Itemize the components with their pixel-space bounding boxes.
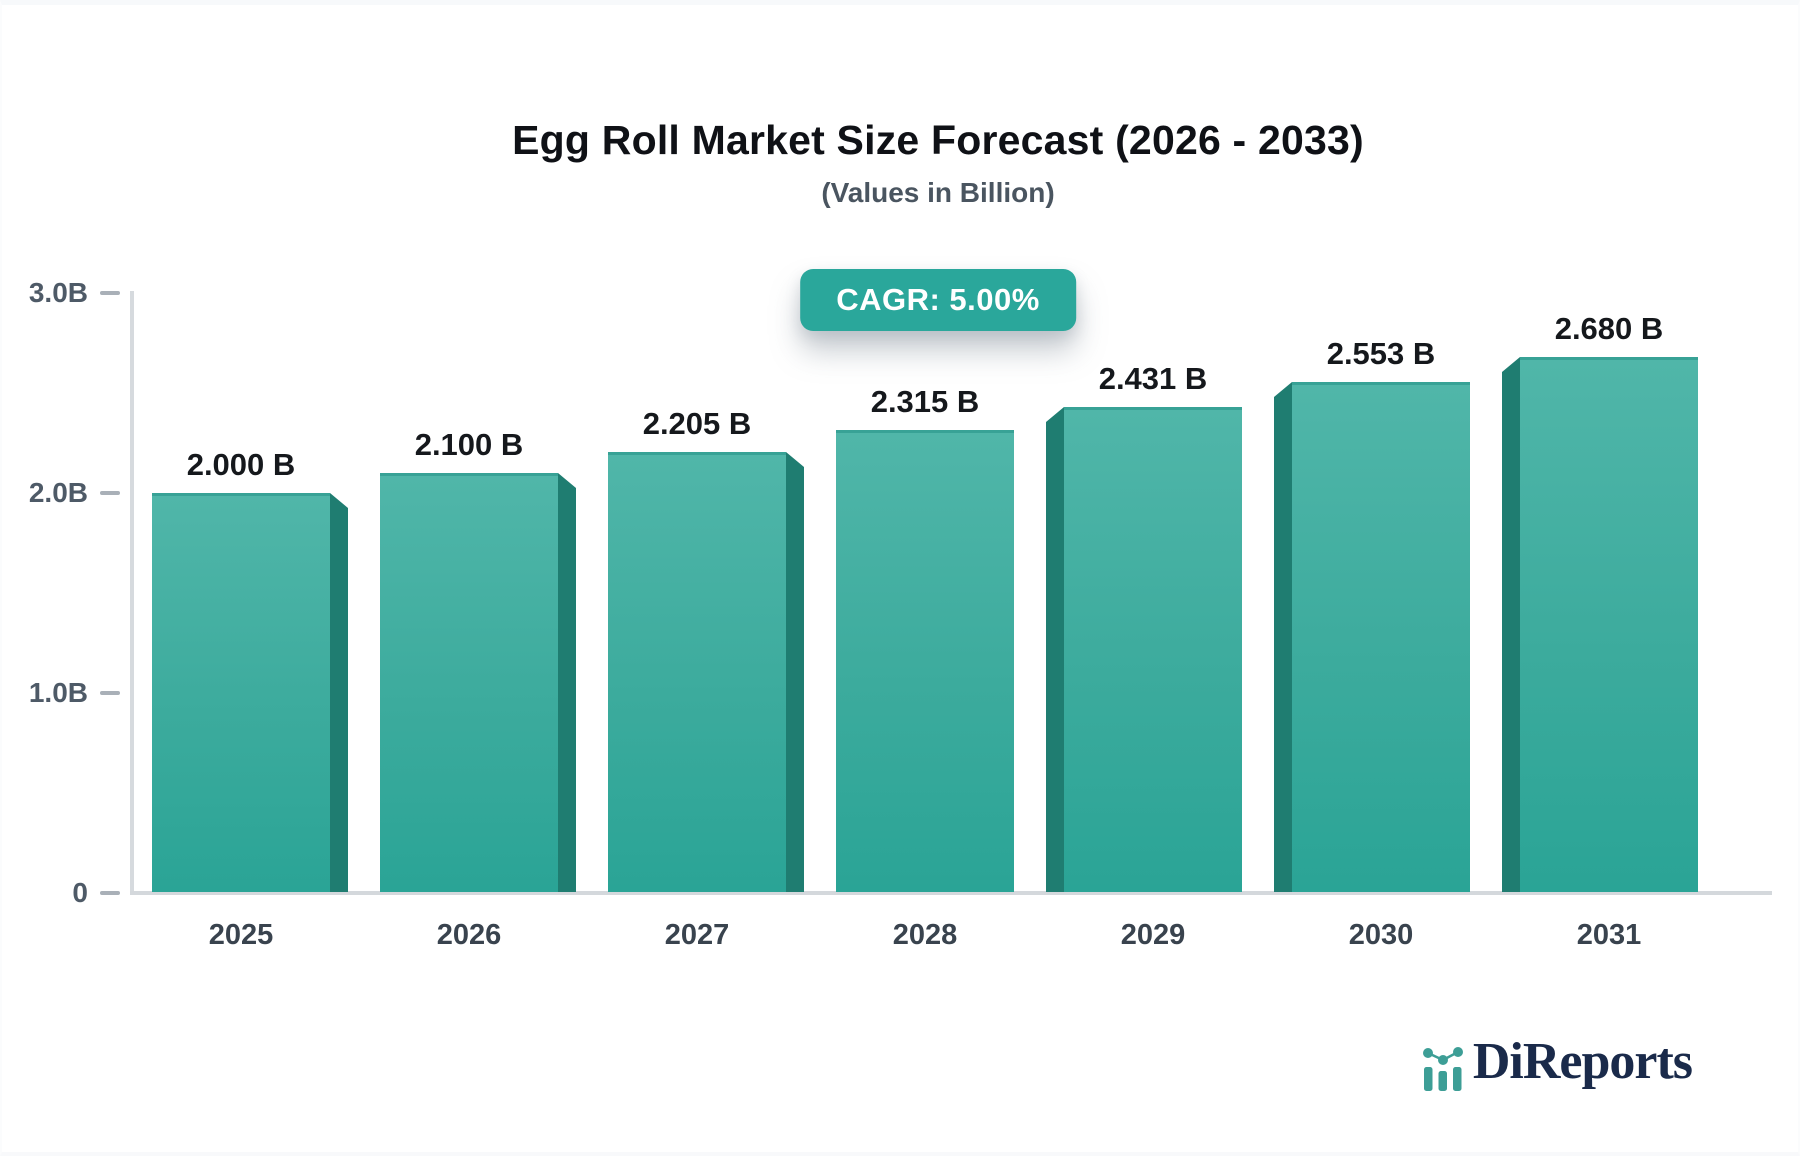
cagr-badge: CAGR: 5.00% <box>800 269 1076 331</box>
y-tick-label: 2.0B <box>28 477 88 508</box>
bar-3d-side <box>1274 382 1292 892</box>
bar-2030 <box>1292 382 1470 892</box>
y-tick-mark <box>100 691 120 695</box>
bar-value-label: 2.100 B <box>414 427 524 462</box>
direports-logo: DiReports <box>1421 1033 1693 1091</box>
bar-2025 <box>152 493 330 892</box>
bar-value-label: 2.315 B <box>870 384 980 419</box>
chart-title: Egg Roll Market Size Forecast (2026 - 20… <box>512 117 1364 163</box>
x-axis-label-2025: 2025 <box>208 919 274 951</box>
chart-subtitle: (Values in Billion) <box>821 177 1055 208</box>
y-tick-mark <box>100 891 120 895</box>
bar-2026 <box>380 473 558 892</box>
bar-2031 <box>1520 357 1698 892</box>
y-tick-label: 0 <box>72 877 88 908</box>
direports-logo-icon <box>1422 1047 1463 1091</box>
bar-2027 <box>608 452 786 892</box>
x-axis-label-2031: 2031 <box>1576 919 1642 951</box>
bar-value-label: 2.205 B <box>642 406 752 441</box>
bar-value-label: 2.680 B <box>1554 311 1664 346</box>
x-axis-label-2026: 2026 <box>436 919 502 951</box>
bar-3d-side <box>1502 357 1520 892</box>
x-axis-label-2029: 2029 <box>1120 919 1186 951</box>
x-axis-label-2028: 2028 <box>892 919 958 951</box>
bar-3d-side <box>786 452 804 892</box>
x-axis-label-2027: 2027 <box>664 919 730 951</box>
bar-3d-side <box>1046 407 1064 892</box>
bar-value-label: 2.553 B <box>1326 336 1436 371</box>
bar-3d-side <box>330 493 348 892</box>
bar-2028 <box>836 430 1014 892</box>
x-axis-baseline <box>130 891 1772 895</box>
bar-2029 <box>1064 407 1242 892</box>
y-tick-mark <box>100 291 120 295</box>
bar-value-label: 2.431 B <box>1098 361 1208 396</box>
y-tick-mark <box>100 491 120 495</box>
direports-logo-text: DiReports <box>1472 1033 1693 1090</box>
x-axis-label-2030: 2030 <box>1348 919 1414 951</box>
bar-3d-side <box>558 473 576 892</box>
y-tick-label: 1.0B <box>28 677 88 708</box>
bar-value-label: 2.000 B <box>186 447 296 482</box>
y-axis-line <box>130 291 134 893</box>
y-tick-label: 3.0B <box>28 277 88 308</box>
cagr-badge-label: CAGR: 5.00% <box>836 282 1040 317</box>
